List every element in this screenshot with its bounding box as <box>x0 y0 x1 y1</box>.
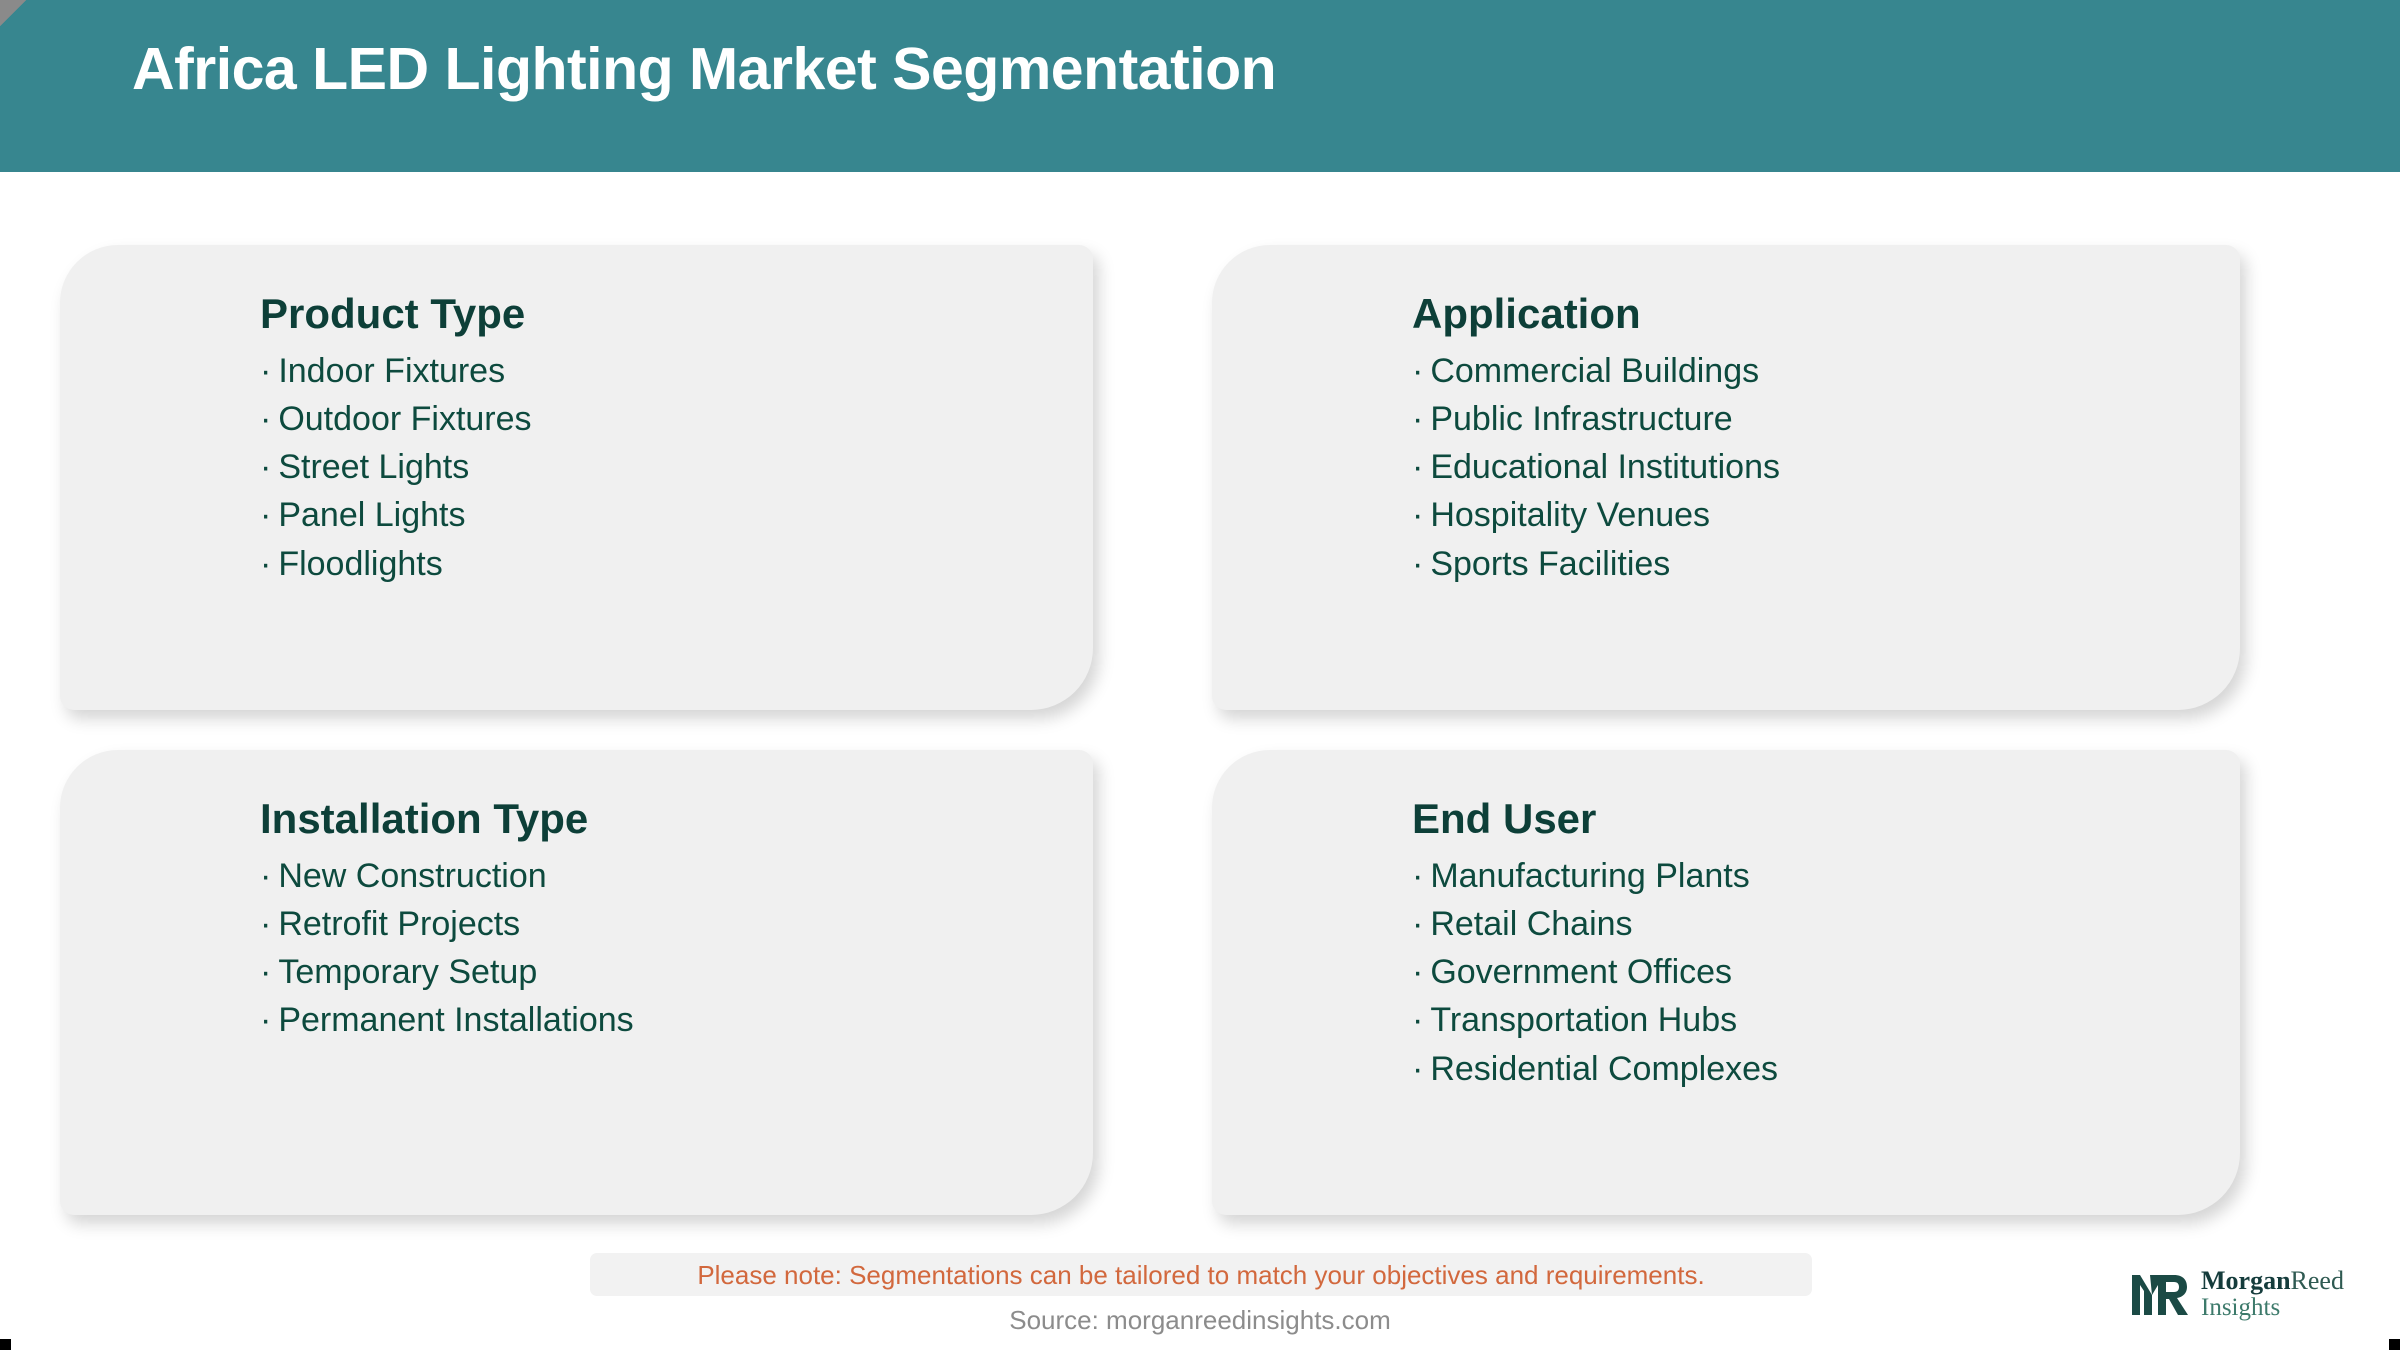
bullet-icon: · <box>1412 448 1424 487</box>
corner-notch-decoration <box>0 0 26 26</box>
list-item: · Street Lights <box>260 443 1069 491</box>
bullet-icon: · <box>260 544 272 583</box>
list-item-label: Floodlights <box>278 544 443 583</box>
list-item-label: Temporary Setup <box>278 953 538 992</box>
note-text: Please note: Segmentations can be tailor… <box>697 1259 1705 1290</box>
list-item: · Permanent Installations <box>260 996 1069 1044</box>
list-item-label: Manufacturing Plants <box>1430 856 1750 895</box>
list-item: · Transportation Hubs <box>1412 996 2216 1044</box>
source-text: Source: morganreedinsights.com <box>1009 1305 1391 1335</box>
corner-artifact-right <box>2389 1339 2400 1350</box>
segmentation-card-application[interactable]: Application · Commercial Buildings · Publi… <box>1212 245 2240 710</box>
card-title: Product Type <box>260 290 526 337</box>
bullet-icon: · <box>1412 496 1424 535</box>
bullet-icon: · <box>1412 544 1424 583</box>
list-item: · Manufacturing Plants <box>1412 852 2216 900</box>
bullet-icon: · <box>1412 1049 1424 1088</box>
page-title: Africa LED Lighting Market Segmentation <box>132 36 1277 102</box>
bullet-icon: · <box>1412 856 1424 895</box>
list-item: · Hospitality Venues <box>1412 491 2216 539</box>
card-item-list: · Commercial Buildings · Public Infrastruc… <box>1412 347 2216 588</box>
list-item-label: Retail Chains <box>1430 904 1633 943</box>
bullet-icon: · <box>1412 351 1424 390</box>
card-content: Product Type · Indoor Fixtures · Outdoor F… <box>260 289 1069 588</box>
card-content: Application · Commercial Buildings · Publi… <box>1412 289 2216 588</box>
list-item: · Indoor Fixtures <box>260 347 1069 395</box>
bullet-icon: · <box>260 399 272 438</box>
list-item-label: Transportation Hubs <box>1430 1001 1738 1040</box>
list-item-label: Outdoor Fixtures <box>278 399 532 438</box>
list-item: · Government Offices <box>1412 948 2216 996</box>
logo-line-primary: MorganReed <box>2201 1265 2344 1295</box>
logo-word-reed: Reed <box>2290 1265 2344 1295</box>
list-item-label: Public Infrastructure <box>1430 399 1733 438</box>
header-banner: Africa LED Lighting Market Segmentation <box>0 0 2400 172</box>
bullet-icon: · <box>260 904 272 943</box>
list-item: · Commercial Buildings <box>1412 347 2216 395</box>
footer: Please note: Segmentations can be tailor… <box>0 1240 2400 1350</box>
list-item-label: Government Offices <box>1430 953 1733 992</box>
list-item-label: Commercial Buildings <box>1430 351 1760 390</box>
card-title: Installation Type <box>260 795 589 842</box>
list-item: · Retail Chains <box>1412 900 2216 948</box>
list-item-label: Residential Complexes <box>1430 1049 1779 1088</box>
list-item-label: Retrofit Projects <box>278 904 521 943</box>
bullet-icon: · <box>260 1001 272 1040</box>
list-item: · Public Infrastructure <box>1412 395 2216 443</box>
logo-word-insights: Insights <box>2201 1293 2281 1321</box>
list-item: · Outdoor Fixtures <box>260 395 1069 443</box>
list-item: · Panel Lights <box>260 491 1069 539</box>
list-item: · Sports Facilities <box>1412 540 2216 588</box>
bullet-icon: · <box>260 856 272 895</box>
brand-logo: MorganReed Insights <box>2130 1262 2380 1326</box>
card-title: End User <box>1412 795 1597 842</box>
bullet-icon: · <box>260 448 272 487</box>
list-item: · Educational Institutions <box>1412 443 2216 491</box>
list-item-label: Panel Lights <box>278 496 466 535</box>
list-item: · New Construction <box>260 852 1069 900</box>
list-item: · Floodlights <box>260 540 1069 588</box>
segmentation-card-product-type[interactable]: Product Type · Indoor Fixtures · Outdoor F… <box>60 245 1093 710</box>
card-content: Installation Type · New Construction · Ret… <box>260 794 1069 1045</box>
bullet-icon: · <box>260 953 272 992</box>
list-item-label: Indoor Fixtures <box>278 351 506 390</box>
bullet-icon: · <box>1412 399 1424 438</box>
list-item: · Temporary Setup <box>260 948 1069 996</box>
bullet-icon: · <box>1412 904 1424 943</box>
corner-artifact-left <box>0 1339 11 1350</box>
card-item-list: · Manufacturing Plants · Retail Chains · Go… <box>1412 852 2216 1093</box>
list-item: · Retrofit Projects <box>260 900 1069 948</box>
list-item-label: Permanent Installations <box>278 1001 634 1040</box>
list-item-label: Sports Facilities <box>1430 544 1671 583</box>
logo-word-morgan: Morgan <box>2201 1265 2291 1295</box>
list-item: · Residential Complexes <box>1412 1045 2216 1093</box>
card-title: Application <box>1412 290 1641 337</box>
list-item-label: Street Lights <box>278 448 470 487</box>
segmentation-card-installation-type[interactable]: Installation Type · New Construction · Ret… <box>60 750 1093 1215</box>
bullet-icon: · <box>260 351 272 390</box>
card-item-list: · Indoor Fixtures · Outdoor Fixtures · Stre… <box>260 347 1069 588</box>
list-item-label: New Construction <box>278 856 547 895</box>
mr-monogram-icon <box>2132 1275 2188 1315</box>
segmentation-card-grid: Product Type · Indoor Fixtures · Outdoor F… <box>0 172 2400 1215</box>
card-content: End User · Manufacturing Plants · Retail C… <box>1412 794 2216 1093</box>
segmentation-card-end-user[interactable]: End User · Manufacturing Plants · Retail C… <box>1212 750 2240 1215</box>
bullet-icon: · <box>260 496 272 535</box>
bullet-icon: · <box>1412 953 1424 992</box>
logo-wordmark: MorganReed Insights <box>2201 1265 2344 1321</box>
note-banner: Please note: Segmentations can be tailor… <box>590 1253 1812 1296</box>
list-item-label: Hospitality Venues <box>1430 496 1711 535</box>
bullet-icon: · <box>1412 1001 1424 1040</box>
list-item-label: Educational Institutions <box>1430 448 1780 487</box>
card-item-list: · New Construction · Retrofit Projects · Te… <box>260 852 1069 1045</box>
